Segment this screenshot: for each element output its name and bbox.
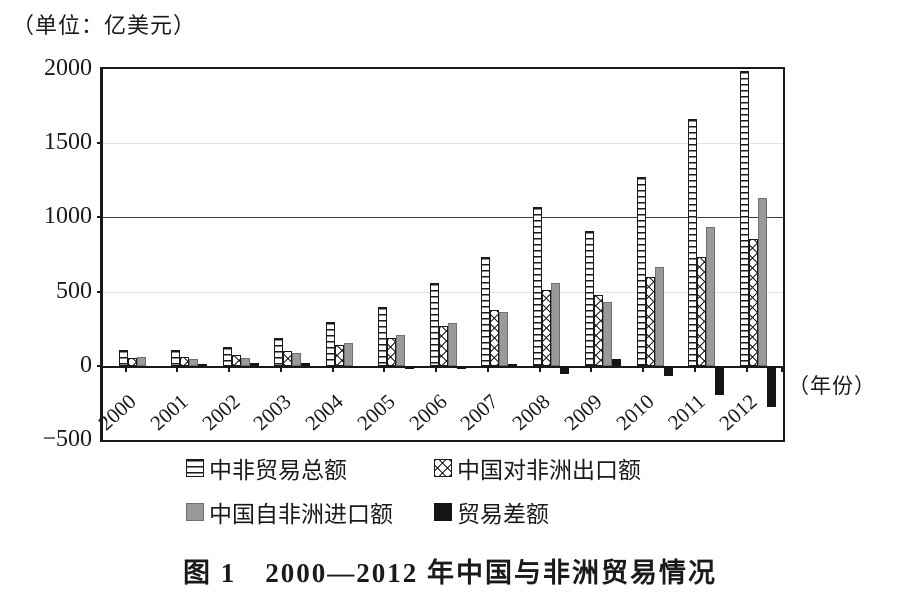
- bar-中非贸易总额-2001: [170, 349, 180, 366]
- legend-item-balance: 贸易差额: [434, 495, 641, 529]
- gridline-1500: [103, 143, 783, 145]
- x-tick-mark-10: [642, 365, 645, 372]
- bar-中国对非洲出口额-2001: [179, 356, 189, 366]
- bar-中国自非洲进口额-2010: [654, 266, 664, 366]
- bar-中非贸易总额-2007: [481, 256, 491, 366]
- x-tick-mark-1: [176, 365, 179, 372]
- bar-中国对非洲出口额-2005: [386, 338, 396, 366]
- bar-贸易差额-2012: [767, 365, 776, 408]
- x-tick-mark-3: [279, 365, 282, 372]
- legend-label-total: 中非贸易总额: [209, 458, 347, 483]
- bar-中国自非洲进口额-2008: [551, 282, 560, 366]
- bar-中国自非洲进口额-2000: [137, 357, 146, 366]
- x-tick-mark-7: [486, 365, 489, 372]
- x-tick-mark-9: [590, 365, 593, 372]
- bar-中国自非洲进口额-2006: [447, 323, 457, 366]
- bar-贸易差额-2000: [146, 365, 155, 368]
- bar-中国对非洲出口额-2006: [438, 326, 448, 366]
- y-tick-mark-0: [97, 364, 103, 367]
- bar-中国对非洲出口额-2008: [542, 290, 551, 366]
- gridline-1000: [103, 217, 783, 219]
- x-tick-mark-0: [124, 365, 127, 372]
- bar-中非贸易总额-2002: [222, 347, 232, 366]
- bar-中非贸易总额-2003: [274, 338, 284, 366]
- bar-中国对非洲出口额-2010: [645, 276, 655, 366]
- bar-中国对非洲出口额-2009: [593, 295, 603, 366]
- y-tick-label-500: 500: [56, 277, 92, 304]
- gray-swatch-icon: [186, 503, 204, 521]
- bar-中非贸易总额-2008: [533, 207, 542, 366]
- bar-中非贸易总额-2010: [636, 177, 646, 366]
- x-tick-mark-8: [538, 365, 541, 372]
- legend-label-import: 中国自非洲进口额: [209, 502, 393, 527]
- y-tick-mark-1500: [97, 142, 103, 145]
- unit-label: （单位：亿美元）: [12, 13, 197, 38]
- bar-中国自非洲进口额-2009: [602, 301, 612, 366]
- x-tick-mark-6: [435, 365, 438, 372]
- bar-中国对非洲出口额-2000: [128, 358, 137, 366]
- bar-中非贸易总额-2006: [429, 283, 439, 366]
- bar-中国自非洲进口额-2001: [188, 358, 198, 366]
- legend-label-export: 中国对非洲出口额: [457, 458, 641, 483]
- x-tick-mark-11: [693, 365, 696, 372]
- bar-中国对非洲出口额-2007: [490, 310, 500, 366]
- legend: 中非贸易总额 中国对非洲出口额 中国自非洲进口额 贸易差额: [186, 451, 641, 529]
- y-tick-label-1500: 1500: [44, 129, 92, 156]
- bar-贸易差额-2005: [404, 365, 414, 370]
- bar-贸易差额-2010: [663, 365, 673, 377]
- bar-贸易差额-2001: [197, 363, 207, 366]
- figure-caption: 图 1 2000—2012 年中国与非洲贸易情况: [183, 558, 717, 588]
- legend-label-balance: 贸易差额: [457, 502, 549, 527]
- bar-贸易差额-2008: [560, 365, 569, 374]
- gridline-500: [103, 291, 783, 293]
- stripes-swatch-icon: [186, 459, 204, 477]
- y-tick-mark-500: [97, 290, 103, 293]
- legend-item-total: 中非贸易总额: [186, 451, 434, 485]
- bar-中国对非洲出口额-2002: [231, 355, 241, 366]
- bar-中国自非洲进口额-2007: [499, 312, 509, 366]
- bar-中非贸易总额-2000: [119, 350, 128, 366]
- bar-中非贸易总额-2011: [688, 119, 698, 366]
- x-tick-mark-2: [228, 365, 231, 372]
- y-tick-label--500: −500: [42, 426, 92, 452]
- year-axis-label: （年份）: [788, 374, 876, 398]
- x-tick-mark-13: [781, 365, 783, 372]
- bar-中国自非洲进口额-2004: [344, 342, 353, 366]
- bar-中国对非洲出口额-2004: [335, 345, 344, 366]
- x-tick-mark-4: [331, 365, 334, 372]
- y-tick-label-2000: 2000: [44, 55, 92, 81]
- bar-中国对非洲出口额-2012: [749, 239, 758, 366]
- black-swatch-icon: [434, 503, 452, 521]
- bar-贸易差额-2003: [301, 363, 311, 366]
- bar-中国自非洲进口额-2002: [240, 357, 250, 366]
- bar-贸易差额-2004: [353, 365, 362, 369]
- y-tick-label-0: 0: [80, 351, 92, 378]
- x-axis-line: [103, 365, 783, 368]
- bar-中非贸易总额-2005: [377, 306, 387, 366]
- bar-中国自非洲进口额-2012: [758, 197, 767, 366]
- bar-中国自非洲进口额-2003: [292, 353, 302, 366]
- bar-中国自非洲进口额-2011: [706, 227, 716, 366]
- bar-贸易差额-2007: [508, 363, 518, 366]
- y-tick-label-1000: 1000: [44, 203, 92, 230]
- bar-中国对非洲出口额-2003: [283, 350, 293, 366]
- y-tick-mark-1000: [97, 216, 103, 219]
- crosshatch-swatch-icon: [434, 459, 452, 477]
- bar-贸易差额-2011: [715, 365, 725, 396]
- bar-贸易差额-2006: [456, 365, 466, 369]
- legend-item-export: 中国对非洲出口额: [434, 451, 641, 485]
- bar-中非贸易总额-2004: [326, 322, 335, 366]
- x-tick-mark-12: [745, 365, 748, 372]
- bar-贸易差额-2002: [249, 363, 259, 366]
- x-tick-mark-5: [383, 365, 386, 372]
- bar-中国对非洲出口额-2011: [697, 257, 707, 366]
- plot-area: 2000 1500 1000 500 0 −500 2000 2001 2002 2003 2004…: [42, 56, 785, 451]
- bar-中非贸易总额-2012: [740, 71, 749, 366]
- legend-item-import: 中国自非洲进口额: [186, 495, 434, 529]
- bar-中国自非洲进口额-2005: [395, 334, 405, 366]
- bar-贸易差额-2009: [611, 359, 621, 366]
- bar-中非贸易总额-2009: [584, 230, 594, 366]
